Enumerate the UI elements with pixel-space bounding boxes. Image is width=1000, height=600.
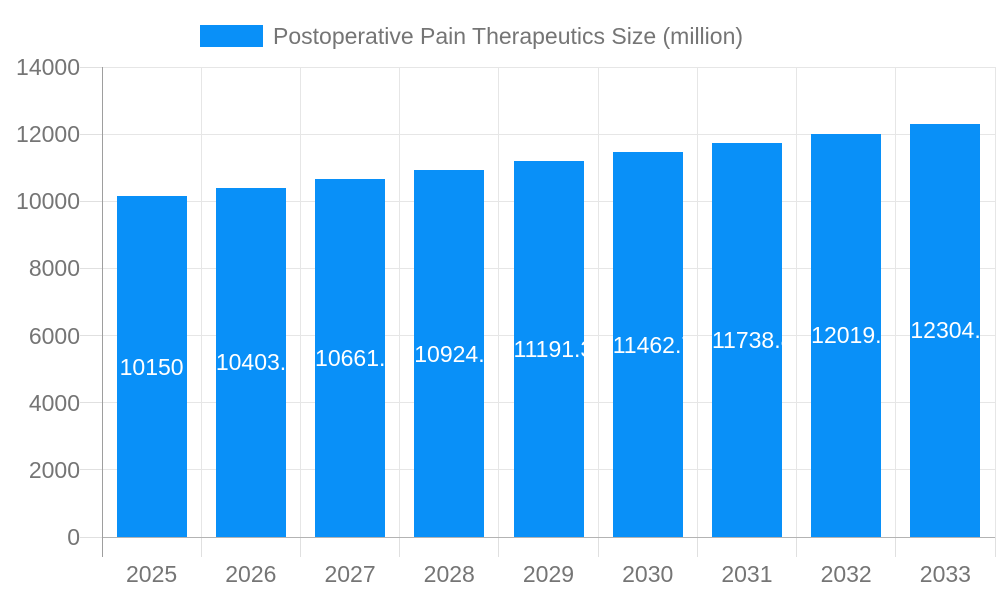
y-tick (80, 402, 102, 404)
y-tick (80, 536, 102, 538)
y-axis-label: 0 (67, 524, 80, 550)
bar-value-label: 11738.8 (711, 326, 782, 353)
x-axis-line (102, 537, 995, 538)
x-tick (597, 537, 599, 557)
y-axis-label: 8000 (28, 255, 80, 282)
x-gridline (597, 67, 599, 537)
bar-2026[interactable] (215, 187, 286, 537)
x-axis-label: 2029 (522, 561, 575, 587)
y-tick (80, 133, 102, 135)
x-axis-label: 2031 (721, 561, 773, 587)
x-tick (200, 537, 202, 557)
x-gridline (498, 67, 500, 537)
x-tick (696, 537, 698, 557)
y-axis-label: 10000 (16, 188, 80, 215)
y-gridline (102, 133, 995, 135)
bar-value-label: 11462.7 (612, 331, 683, 358)
bar-2030[interactable] (612, 152, 683, 537)
legend-swatch-icon (200, 25, 263, 47)
bar-2025[interactable] (116, 196, 187, 537)
legend[interactable]: Postoperative Pain Therapeutics Size (mi… (200, 22, 744, 49)
y-tick (80, 66, 102, 68)
y-gridline (102, 66, 995, 68)
bar-value-label: 10924.3 (414, 340, 485, 367)
y-tick (80, 469, 102, 471)
x-gridline (299, 67, 301, 537)
bar-value-label: 12304.7 (910, 317, 981, 344)
x-tick (895, 537, 897, 557)
x-gridline (895, 67, 897, 537)
bar-value-label: 12019.4 (811, 322, 882, 349)
bar-value-label: 10661.8 (315, 345, 386, 372)
x-axis-label: 2025 (126, 561, 178, 587)
x-axis-label: 2028 (423, 561, 475, 587)
x-axis-label: 2032 (820, 561, 872, 587)
x-gridline (696, 67, 698, 537)
y-tick (80, 335, 102, 337)
y-axis-label: 12000 (16, 121, 80, 148)
y-axis-label: 14000 (16, 54, 80, 80)
y-axis-label: 4000 (28, 389, 80, 416)
bar-2033[interactable] (910, 123, 981, 537)
y-axis-line (102, 67, 103, 557)
y-tick (80, 200, 102, 202)
legend-label: Postoperative Pain Therapeutics Size (mi… (273, 22, 744, 49)
bar-2027[interactable] (315, 179, 386, 537)
bar-2029[interactable] (513, 161, 584, 537)
x-gridline (796, 67, 798, 537)
y-tick (80, 267, 102, 269)
x-tick (796, 537, 798, 557)
x-axis-label: 2033 (919, 561, 971, 587)
bar-value-label: 10150 (119, 353, 184, 380)
bar-2031[interactable] (711, 142, 782, 537)
bar-2028[interactable] (414, 170, 485, 537)
bar-2032[interactable] (811, 133, 882, 537)
x-gridline (200, 67, 202, 537)
y-axis-label: 2000 (28, 456, 80, 483)
x-tick (994, 537, 996, 557)
x-axis-label: 2026 (225, 561, 277, 587)
y-axis-label: 6000 (28, 322, 80, 349)
plot-area: 0 2000 4000 6000 8000 10000 12000 14000 10150 202… (16, 54, 996, 587)
x-axis-label: 2030 (622, 561, 674, 587)
x-tick (498, 537, 500, 557)
x-gridline (994, 67, 996, 537)
x-gridline (399, 67, 401, 537)
x-tick (299, 537, 301, 557)
bar-value-label: 11191.3 (513, 336, 584, 363)
x-tick (399, 537, 401, 557)
x-axis-label: 2027 (324, 561, 376, 587)
bar-value-label: 10403.7 (215, 349, 286, 376)
